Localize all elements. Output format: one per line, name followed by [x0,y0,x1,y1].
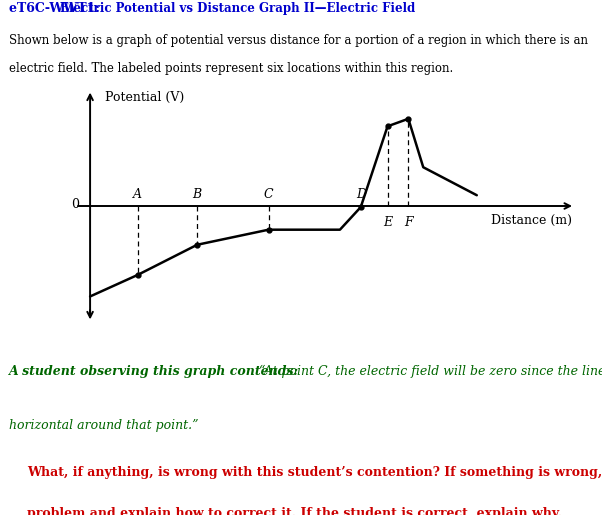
Text: “At point C, the electric field will be zero since the line is horizontal around: “At point C, the electric field will be … [259,365,602,379]
Text: D: D [356,188,366,201]
Text: E: E [383,216,392,229]
Text: Shown below is a graph of potential versus distance for a portion of a region in: Shown below is a graph of potential vers… [9,33,588,46]
Text: electric field. The labeled points represent six locations within this region.: electric field. The labeled points repre… [9,62,453,75]
Text: problem and explain how to correct it. If the student is correct, explain why.: problem and explain how to correct it. I… [27,507,562,515]
Text: C: C [264,188,273,201]
Text: What, if anything, is wrong with this student’s contention? If something is wron: What, if anything, is wrong with this st… [27,466,602,478]
Text: A: A [133,188,142,201]
Text: Potential (V): Potential (V) [105,91,184,104]
Text: A student observing this graph contends:: A student observing this graph contends: [9,365,303,378]
Text: eT6C-WWT1:: eT6C-WWT1: [9,2,104,14]
Text: Distance (m): Distance (m) [491,214,572,227]
Text: 0: 0 [72,198,79,212]
Text: Electric Potential vs Distance Graph II—Electric Field: Electric Potential vs Distance Graph II—… [60,2,415,14]
Text: B: B [193,188,202,201]
Text: horizontal around that point.”: horizontal around that point.” [9,419,199,432]
Text: F: F [404,216,413,229]
